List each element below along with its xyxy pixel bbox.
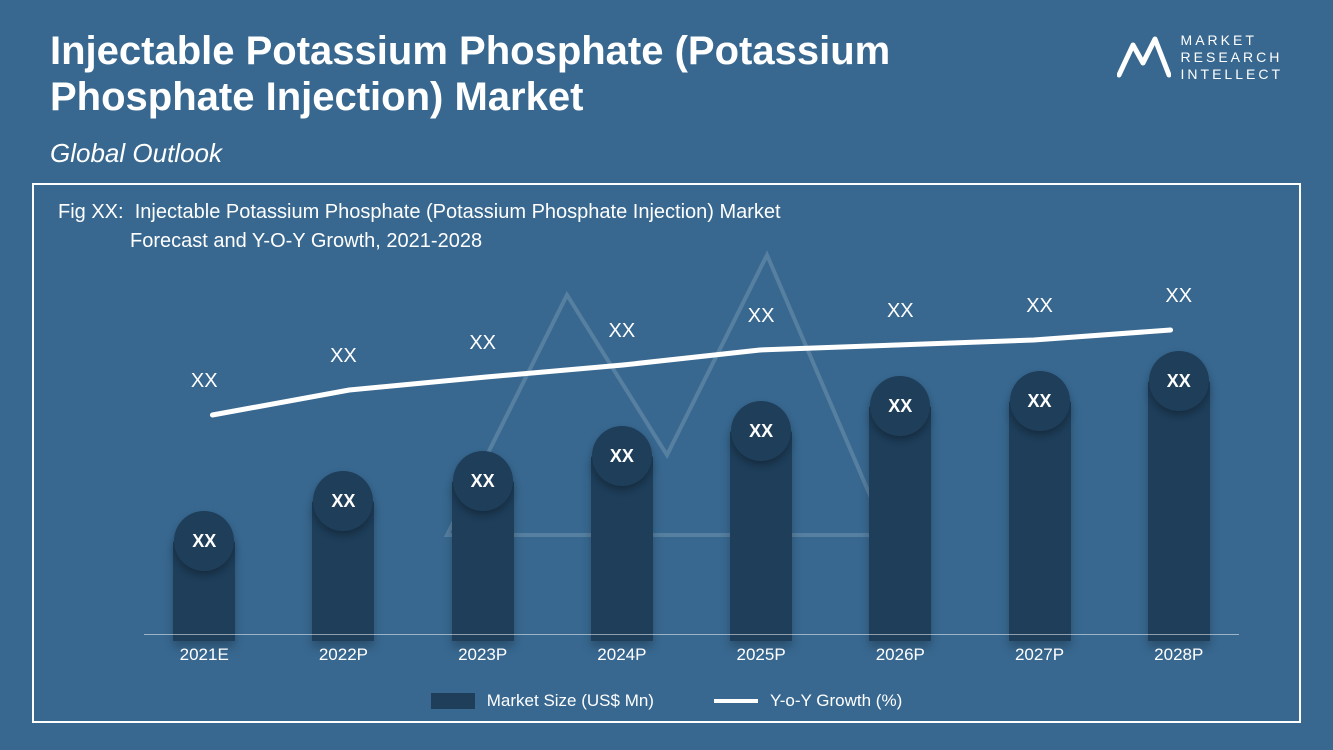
x-tick: 2028P <box>1119 645 1239 665</box>
legend-line-label: Y-o-Y Growth (%) <box>770 691 902 711</box>
x-tick: 2023P <box>422 645 542 665</box>
brand-text: MARKET RESEARCH INTELLECT <box>1181 32 1283 82</box>
brand-line3: INTELLECT <box>1181 66 1283 83</box>
figure-title: Injectable Potassium Phosphate (Potassiu… <box>135 201 781 223</box>
x-tick: 2021E <box>144 645 264 665</box>
x-tick: 2026P <box>840 645 960 665</box>
brand-line1: MARKET <box>1181 32 1283 49</box>
x-axis: 2021E 2022P 2023P 2024P 2025P 2026P 2027P 2028P <box>144 634 1239 665</box>
brand-line2: RESEARCH <box>1181 49 1283 66</box>
legend-bar: Market Size (US$ Mn) <box>431 691 654 711</box>
growth-line <box>144 285 1239 645</box>
subtitle: Global Outlook <box>0 120 1333 183</box>
line-swatch-icon <box>714 699 758 703</box>
growth-path <box>212 330 1170 415</box>
header: Injectable Potassium Phosphate (Potassiu… <box>0 0 1333 120</box>
x-tick: 2027P <box>979 645 1099 665</box>
x-tick: 2024P <box>562 645 682 665</box>
figure-prefix: Fig XX: <box>58 201 124 223</box>
mountain-icon <box>1117 35 1171 79</box>
bar-swatch-icon <box>431 693 475 709</box>
brand-logo: MARKET RESEARCH INTELLECT <box>1117 32 1283 82</box>
legend-line: Y-o-Y Growth (%) <box>714 691 902 711</box>
plot-area: XXXXXXXXXXXXXXXXXXXXXXXXXXXXXXXX <box>144 285 1239 641</box>
figure-subtitle: Forecast and Y-O-Y Growth, 2021-2028 <box>58 230 1275 253</box>
legend-bar-label: Market Size (US$ Mn) <box>487 691 654 711</box>
chart-frame: Fig XX: Injectable Potassium Phosphate (… <box>32 183 1301 723</box>
figure-caption: Fig XX: Injectable Potassium Phosphate (… <box>58 201 1275 224</box>
x-tick: 2022P <box>283 645 403 665</box>
page-title: Injectable Potassium Phosphate (Potassiu… <box>50 28 950 120</box>
legend: Market Size (US$ Mn) Y-o-Y Growth (%) <box>34 691 1299 711</box>
x-tick: 2025P <box>701 645 821 665</box>
